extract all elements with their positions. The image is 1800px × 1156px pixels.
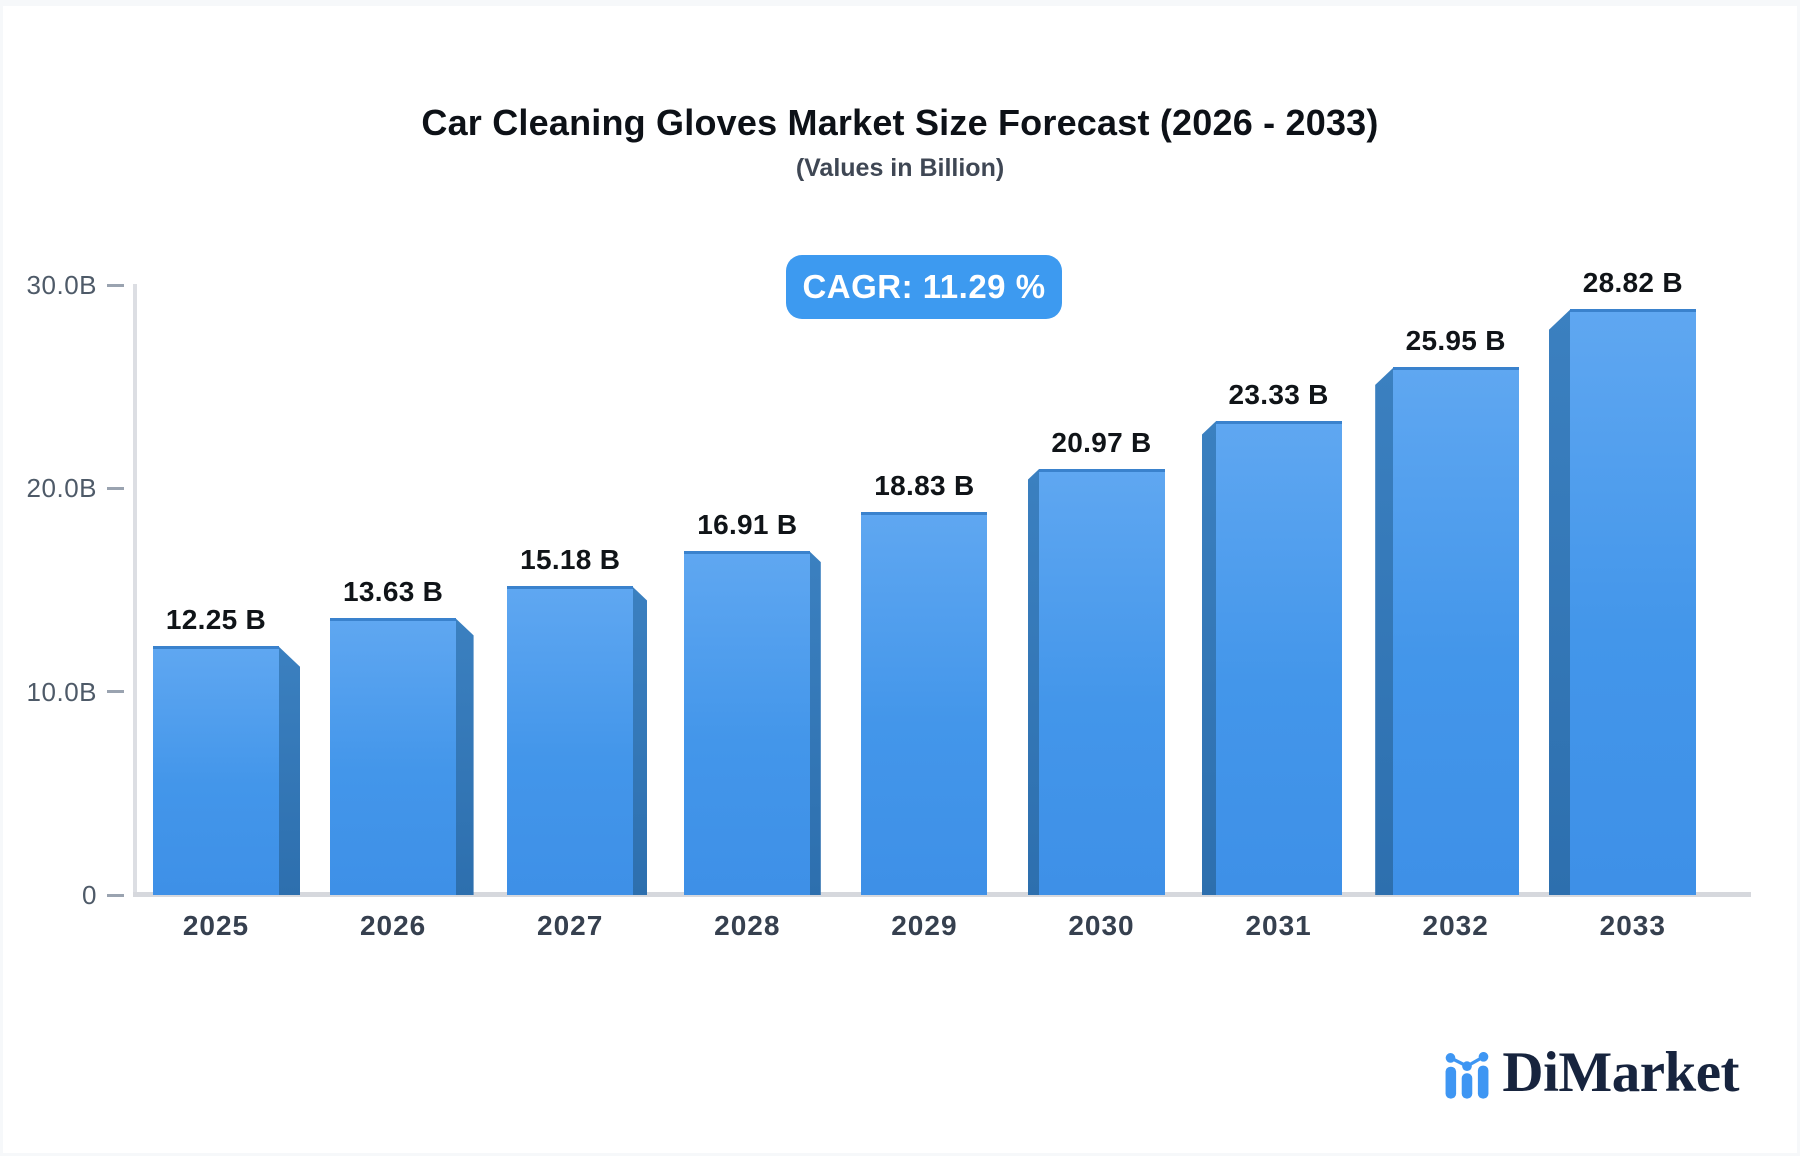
bar bbox=[153, 645, 279, 895]
bar bbox=[684, 551, 811, 895]
cagr-badge-label: CAGR: 11.29 % bbox=[802, 268, 1046, 305]
bar-side-panel bbox=[455, 617, 474, 895]
bar bbox=[507, 586, 634, 895]
y-axis-tick bbox=[107, 283, 124, 287]
bar-side-panel bbox=[809, 551, 821, 895]
y-axis-tick bbox=[107, 486, 124, 490]
bar-side-panel bbox=[1375, 367, 1394, 895]
y-axis-tick bbox=[107, 893, 124, 897]
bar-value-label: 18.83 B bbox=[874, 470, 975, 502]
bar bbox=[330, 617, 457, 895]
x-axis-label: 2025 bbox=[182, 910, 250, 941]
x-axis-label: 2030 bbox=[1068, 910, 1135, 941]
x-axis-label: 2026 bbox=[359, 910, 427, 941]
brand-name: DiMarket bbox=[1502, 1041, 1739, 1104]
bar-side-panel bbox=[1028, 468, 1040, 895]
y-axis-label: 20.0B bbox=[26, 473, 97, 504]
bar-side-panel bbox=[1201, 420, 1217, 895]
bar-value-label: 20.97 B bbox=[1051, 426, 1152, 458]
bar-side-panel bbox=[1548, 308, 1571, 895]
y-axis-line bbox=[133, 284, 137, 895]
bar-value-label: 28.82 B bbox=[1582, 266, 1683, 298]
bar bbox=[861, 512, 988, 895]
bar-value-label: 25.95 B bbox=[1405, 325, 1506, 357]
brand-chart-icon bbox=[1445, 1052, 1489, 1099]
bar-value-label: 13.63 B bbox=[343, 575, 444, 607]
x-axis-label: 2028 bbox=[714, 910, 781, 941]
chart-card: Car Cleaning Gloves Market Size Forecast… bbox=[3, 6, 1797, 1153]
brand-logo: DiMarket bbox=[1445, 1044, 1739, 1101]
y-axis-label: 0 bbox=[82, 880, 97, 910]
y-axis-label: 10.0B bbox=[26, 676, 97, 707]
x-axis-label: 2027 bbox=[537, 910, 604, 941]
bar bbox=[1569, 308, 1696, 895]
x-axis-label: 2031 bbox=[1245, 910, 1312, 941]
bar-value-label: 12.25 B bbox=[165, 603, 267, 635]
y-axis-tick bbox=[107, 690, 124, 694]
cagr-badge: CAGR: 11.29 % bbox=[786, 255, 1062, 319]
bar-value-label: 15.18 B bbox=[520, 544, 621, 576]
bar-side-panel bbox=[632, 586, 648, 895]
bar-side-panel bbox=[278, 645, 300, 895]
plot-area: 30.0B 20.0B 10.0B 0 12.25 B 2025 13.63 B 2026 15… bbox=[3, 6, 1797, 1153]
bar-value-label: 16.91 B bbox=[697, 509, 798, 541]
x-axis-label: 2033 bbox=[1599, 910, 1666, 941]
bar bbox=[1392, 367, 1519, 895]
chart-title: Car Cleaning Gloves Market Size Forecast… bbox=[421, 102, 1379, 143]
bar bbox=[1215, 420, 1342, 895]
x-axis-label: 2032 bbox=[1422, 910, 1489, 941]
chart-subtitle: (Values in Billion) bbox=[795, 154, 1005, 182]
bar-value-label: 23.33 B bbox=[1228, 378, 1329, 410]
y-axis-label: 30.0B bbox=[26, 270, 97, 300]
x-axis-label: 2029 bbox=[891, 910, 958, 941]
bar bbox=[1038, 468, 1165, 895]
